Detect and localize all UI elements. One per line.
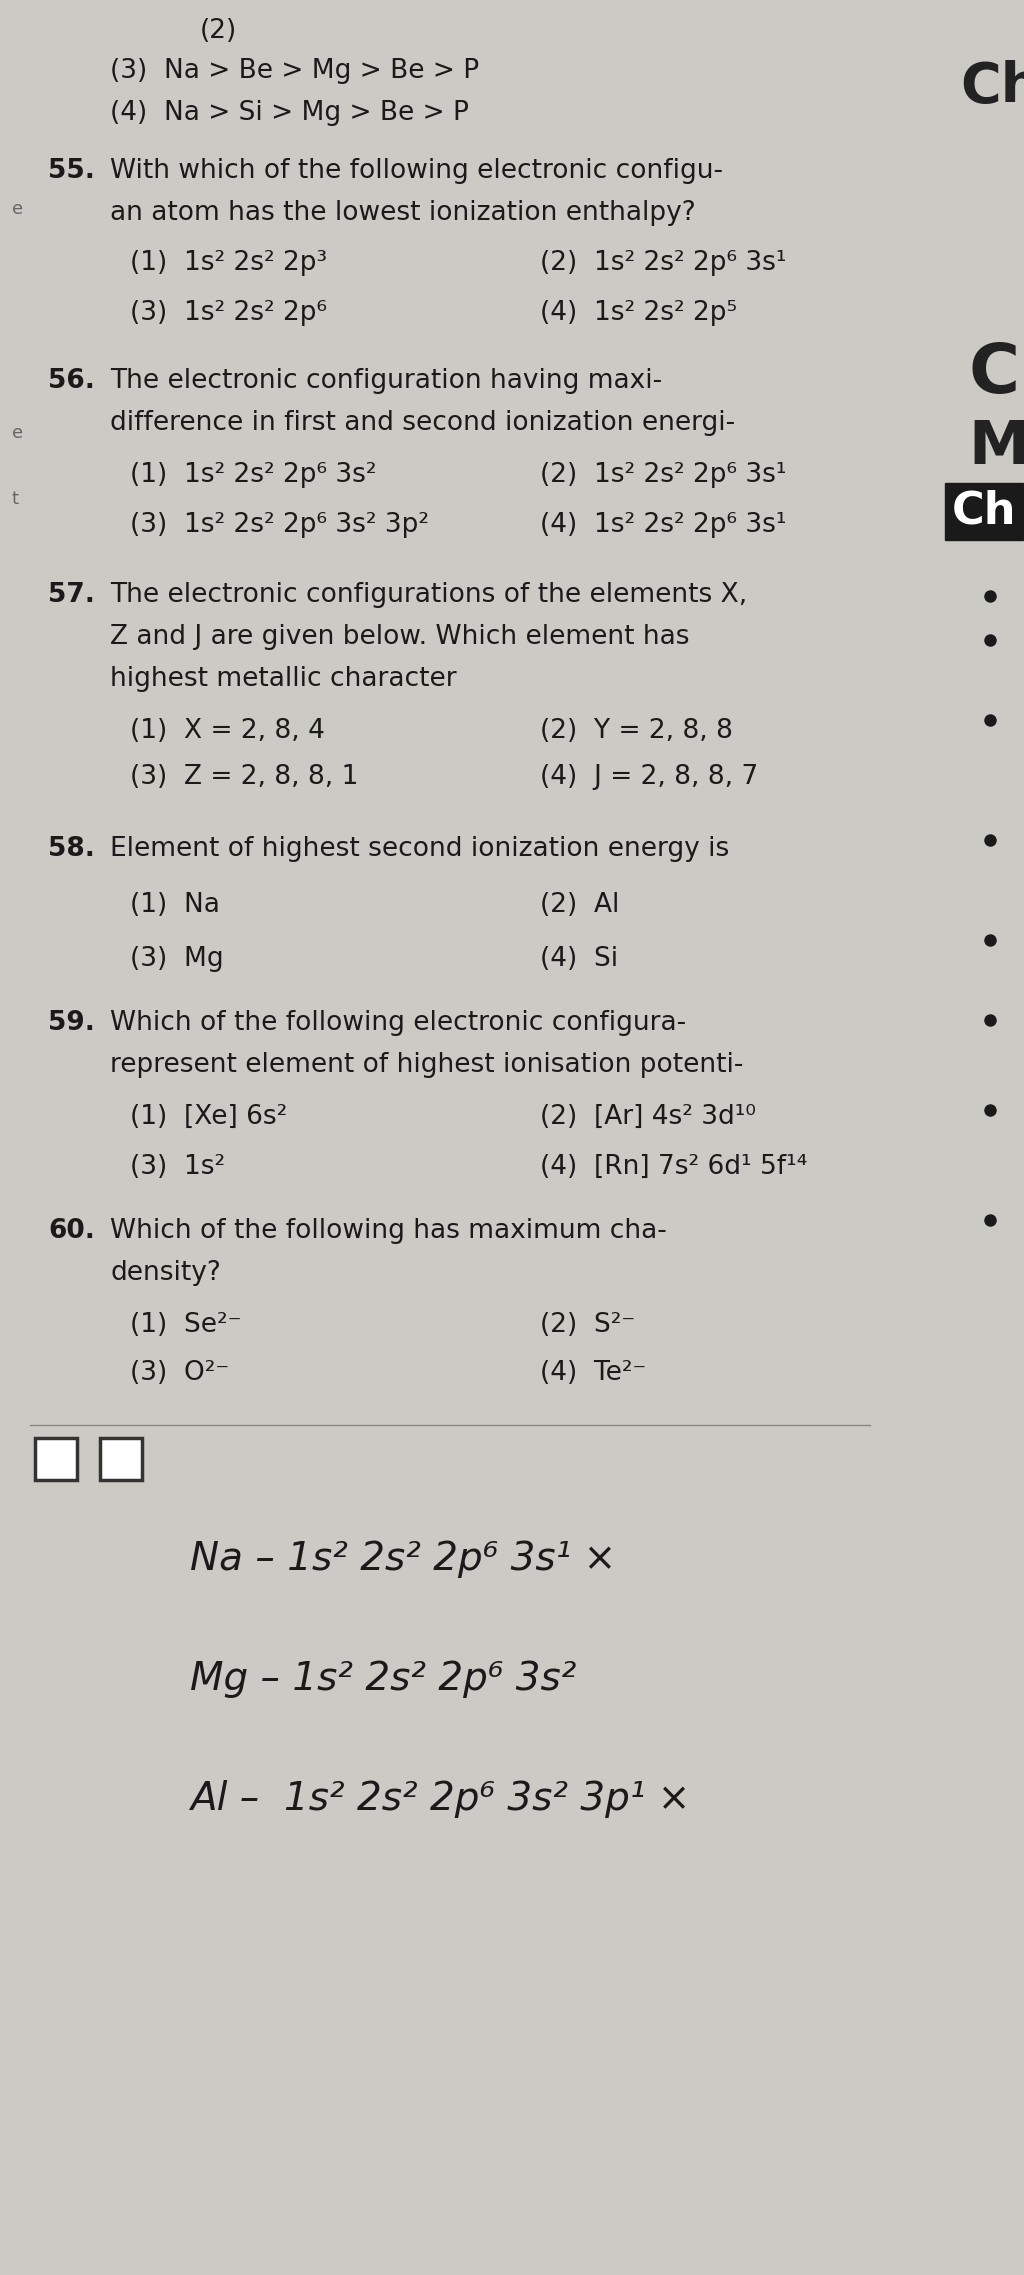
Text: 56.: 56.: [48, 369, 95, 394]
Text: With which of the following electronic configu-: With which of the following electronic c…: [110, 157, 723, 184]
Text: The electronic configuration having maxi-: The electronic configuration having maxi…: [110, 369, 663, 394]
Text: e: e: [12, 423, 24, 441]
Text: Which of the following has maximum cha-: Which of the following has maximum cha-: [110, 1217, 667, 1244]
Text: (2)  1s² 2s² 2p⁶ 3s¹: (2) 1s² 2s² 2p⁶ 3s¹: [540, 462, 786, 489]
Text: (1)  Se²⁻: (1) Se²⁻: [130, 1313, 242, 1338]
Text: an atom has the lowest ionization enthalpy?: an atom has the lowest ionization enthal…: [110, 200, 695, 225]
Text: 55.: 55.: [48, 157, 95, 184]
Text: (4)  Si: (4) Si: [540, 946, 618, 971]
Text: (2)  Al: (2) Al: [540, 892, 620, 919]
Text: (2): (2): [200, 18, 238, 43]
Text: t: t: [12, 489, 19, 507]
Text: C: C: [968, 339, 1019, 407]
Text: Z and J are given below. Which element has: Z and J are given below. Which element h…: [110, 623, 689, 651]
Text: (4)  Na > Si > Mg > Be > P: (4) Na > Si > Mg > Be > P: [110, 100, 469, 125]
Text: The electronic configurations of the elements X,: The electronic configurations of the ele…: [110, 582, 748, 607]
Text: (3)  1s² 2s² 2p⁶: (3) 1s² 2s² 2p⁶: [130, 300, 327, 325]
Text: (1)  1s² 2s² 2p⁶ 3s²: (1) 1s² 2s² 2p⁶ 3s²: [130, 462, 377, 489]
Text: 57.: 57.: [48, 582, 95, 607]
Text: (3)  Na > Be > Mg > Be > P: (3) Na > Be > Mg > Be > P: [110, 57, 479, 84]
Text: (3)  Z = 2, 8, 8, 1: (3) Z = 2, 8, 8, 1: [130, 764, 358, 789]
Text: density?: density?: [110, 1260, 221, 1285]
Text: difference in first and second ionization energi-: difference in first and second ionizatio…: [110, 410, 735, 437]
Text: (4)  1s² 2s² 2p⁶ 3s¹: (4) 1s² 2s² 2p⁶ 3s¹: [540, 512, 786, 537]
Text: Mg – 1s² 2s² 2p⁶ 3s²: Mg – 1s² 2s² 2p⁶ 3s²: [190, 1661, 577, 1697]
Text: (1)  X = 2, 8, 4: (1) X = 2, 8, 4: [130, 719, 325, 744]
Text: (2)  [Ar] 4s² 3d¹⁰: (2) [Ar] 4s² 3d¹⁰: [540, 1103, 756, 1131]
Text: (4)  [Rn] 7s² 6d¹ 5f¹⁴: (4) [Rn] 7s² 6d¹ 5f¹⁴: [540, 1153, 807, 1181]
Text: Which of the following electronic configura-: Which of the following electronic config…: [110, 1010, 686, 1035]
FancyBboxPatch shape: [35, 1438, 77, 1481]
Text: (1)  1s² 2s² 2p³: (1) 1s² 2s² 2p³: [130, 250, 327, 275]
Text: 58.: 58.: [48, 835, 95, 862]
Text: highest metallic character: highest metallic character: [110, 667, 457, 692]
Text: 59.: 59.: [48, 1010, 95, 1035]
FancyBboxPatch shape: [100, 1438, 142, 1481]
Text: (3)  Mg: (3) Mg: [130, 946, 223, 971]
Text: (1)  [Xe] 6s²: (1) [Xe] 6s²: [130, 1103, 288, 1131]
Text: e: e: [12, 200, 24, 218]
Text: Al –  1s² 2s² 2p⁶ 3s² 3p¹ ×: Al – 1s² 2s² 2p⁶ 3s² 3p¹ ×: [190, 1779, 690, 1818]
Text: Ch: Ch: [961, 59, 1024, 114]
Text: 60.: 60.: [48, 1217, 95, 1244]
Text: (3)  O²⁻: (3) O²⁻: [130, 1360, 229, 1385]
Text: (4)  J = 2, 8, 8, 7: (4) J = 2, 8, 8, 7: [540, 764, 758, 789]
Text: Ch: Ch: [952, 489, 1017, 532]
Text: M: M: [968, 419, 1024, 478]
Text: Na – 1s² 2s² 2p⁶ 3s¹ ×: Na – 1s² 2s² 2p⁶ 3s¹ ×: [190, 1540, 616, 1579]
Text: (4)  1s² 2s² 2p⁵: (4) 1s² 2s² 2p⁵: [540, 300, 737, 325]
Text: (2)  S²⁻: (2) S²⁻: [540, 1313, 635, 1338]
Text: (3)  1s² 2s² 2p⁶ 3s² 3p²: (3) 1s² 2s² 2p⁶ 3s² 3p²: [130, 512, 429, 537]
Text: (3)  1s²: (3) 1s²: [130, 1153, 225, 1181]
Text: (1)  Na: (1) Na: [130, 892, 220, 919]
Text: Element of highest second ionization energy is: Element of highest second ionization ene…: [110, 835, 729, 862]
Text: (4)  Te²⁻: (4) Te²⁻: [540, 1360, 646, 1385]
Text: (2)  1s² 2s² 2p⁶ 3s¹: (2) 1s² 2s² 2p⁶ 3s¹: [540, 250, 786, 275]
Text: represent element of highest ionisation potenti-: represent element of highest ionisation …: [110, 1051, 743, 1078]
Text: (2)  Y = 2, 8, 8: (2) Y = 2, 8, 8: [540, 719, 733, 744]
